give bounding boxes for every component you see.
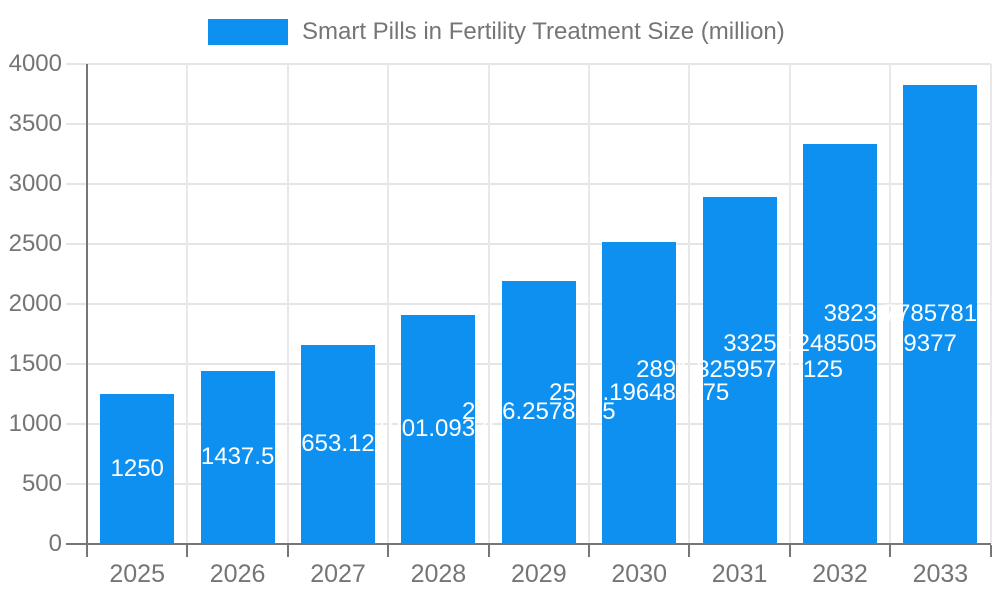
gridline-4000 (66, 62, 991, 65)
x-axis-label-2030: 2030 (611, 560, 667, 588)
x-axis-label-2031: 2031 (711, 560, 768, 588)
bar-2033[interactable] (903, 84, 978, 544)
split-line-9 (989, 63, 992, 544)
split-line-1 (186, 63, 189, 544)
split-line-3 (387, 63, 390, 544)
x-axis-line (66, 542, 991, 545)
x-axis-tick-4 (487, 544, 490, 557)
legend-swatch-icon (208, 19, 288, 45)
legend[interactable]: Smart Pills in Fertility Treatment Size … (208, 18, 785, 46)
x-axis-label-2032: 2032 (812, 560, 868, 588)
split-line-7 (788, 63, 791, 544)
x-axis-tick-0 (86, 544, 88, 557)
split-line-6 (688, 63, 691, 544)
bar-2028[interactable] (401, 315, 476, 544)
x-axis-tick-7 (788, 544, 791, 557)
split-line-8 (889, 63, 892, 544)
x-axis-tick-9 (989, 544, 992, 557)
x-axis-tick-1 (186, 544, 189, 557)
x-axis-label-2025: 2025 (109, 560, 165, 588)
x-axis-tick-2 (286, 544, 289, 557)
y-axis-label-1500: 1500 (8, 349, 62, 377)
bar-2030[interactable] (602, 241, 677, 544)
bar-2032[interactable] (803, 144, 877, 544)
x-axis-label-2029: 2029 (510, 560, 567, 588)
x-axis-label-2027: 2027 (310, 560, 366, 588)
split-line-2 (286, 63, 289, 544)
x-axis-label-2026: 2026 (209, 560, 266, 588)
gridline-3500 (66, 122, 991, 125)
bar-2029[interactable] (501, 281, 576, 544)
split-line-5 (588, 63, 590, 544)
gridline-3000 (66, 182, 991, 185)
bar-2025[interactable] (100, 393, 175, 544)
y-axis-label-2000: 2000 (8, 289, 62, 317)
y-axis-label-4000: 4000 (8, 49, 62, 77)
y-axis-label-3000: 3000 (8, 169, 62, 197)
y-axis-label-0: 0 (48, 529, 62, 557)
x-axis-tick-5 (588, 544, 590, 557)
split-line-4 (487, 63, 490, 544)
x-axis-label-2033: 2033 (912, 560, 969, 588)
y-axis-label-3500: 3500 (8, 109, 62, 137)
x-axis-label-2028: 2028 (410, 560, 467, 588)
bar-2031[interactable] (702, 196, 777, 544)
y-axis-label-1000: 1000 (8, 409, 62, 437)
y-axis-label-500: 500 (21, 469, 62, 497)
y-axis-label-2500: 2500 (8, 229, 62, 257)
x-axis-tick-6 (688, 544, 691, 557)
bar-2026[interactable] (200, 371, 275, 544)
x-axis-tick-3 (387, 544, 390, 557)
legend-label: Smart Pills in Fertility Treatment Size … (302, 18, 785, 45)
x-axis-tick-8 (889, 544, 892, 557)
gridline-2500 (66, 242, 991, 245)
bar-2027[interactable] (301, 345, 375, 544)
y-axis-line (86, 63, 88, 545)
